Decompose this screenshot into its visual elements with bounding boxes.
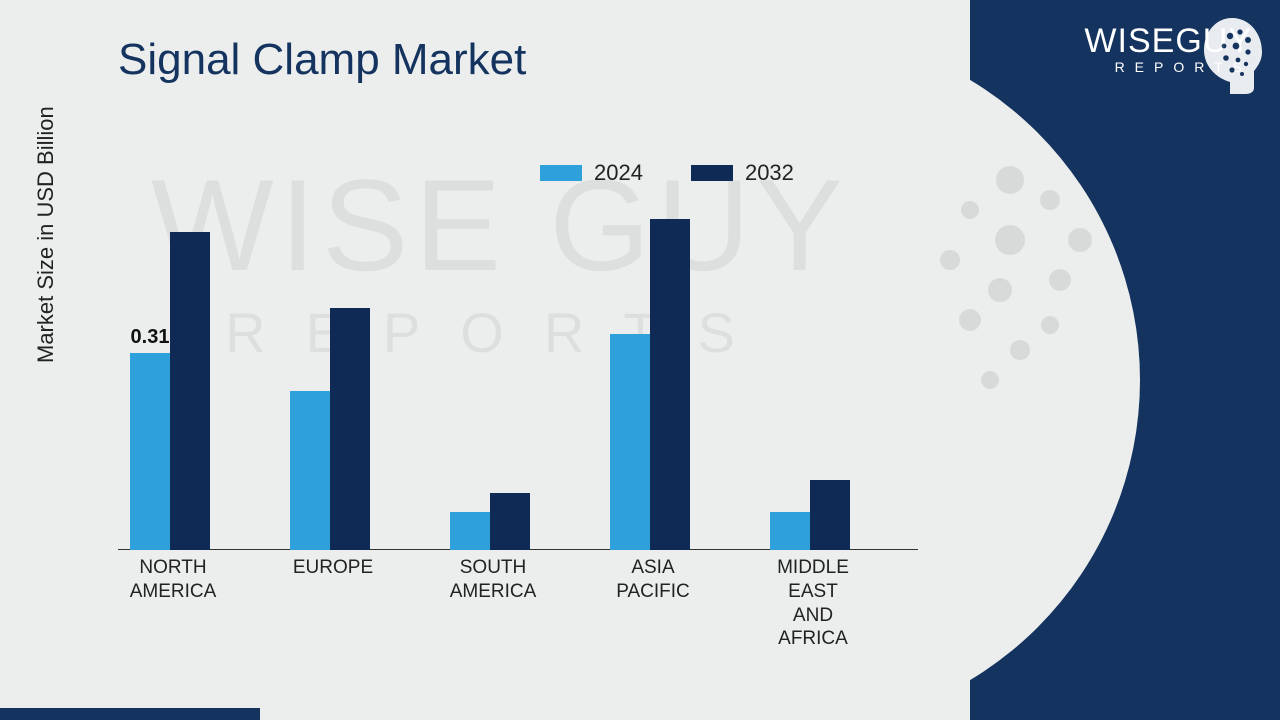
brand-head-icon — [1196, 16, 1266, 96]
bar-series-b — [170, 232, 210, 550]
chart-title: Signal Clamp Market — [118, 35, 526, 85]
legend-label-2032: 2032 — [745, 160, 794, 186]
bar-series-b — [650, 219, 690, 550]
legend-item-2032: 2032 — [691, 160, 794, 186]
bar-series-b — [810, 480, 850, 550]
bar-series-a — [130, 353, 170, 550]
brand-logo: WISEGUY REPORTS — [1084, 22, 1252, 75]
bar-series-a — [450, 512, 490, 550]
value-label: 0.31 — [131, 326, 170, 349]
y-axis-label: Market Size in USD Billion — [33, 106, 59, 363]
bar-series-a — [770, 512, 810, 550]
legend: 2024 2032 — [540, 160, 794, 186]
category-label: ASIA PACIFIC — [616, 556, 690, 604]
category-labels: NORTH AMERICA EUROPE SOUTH AMERICA ASIA PAC… — [118, 552, 918, 682]
category-label: SOUTH AMERICA — [450, 556, 537, 604]
bar-series-a — [290, 391, 330, 550]
bar-chart: 0.31 — [118, 200, 918, 550]
legend-swatch-2032 — [691, 165, 733, 181]
bar-series-b — [490, 493, 530, 550]
category-label: NORTH AMERICA — [130, 556, 217, 604]
bar-series-b — [330, 308, 370, 550]
bar-series-a — [610, 334, 650, 550]
legend-item-2024: 2024 — [540, 160, 643, 186]
legend-label-2024: 2024 — [594, 160, 643, 186]
category-label: EUROPE — [293, 556, 373, 580]
legend-swatch-2024 — [540, 165, 582, 181]
footer-accent-bar — [0, 708, 260, 720]
category-label: MIDDLE EAST AND AFRICA — [777, 556, 849, 651]
